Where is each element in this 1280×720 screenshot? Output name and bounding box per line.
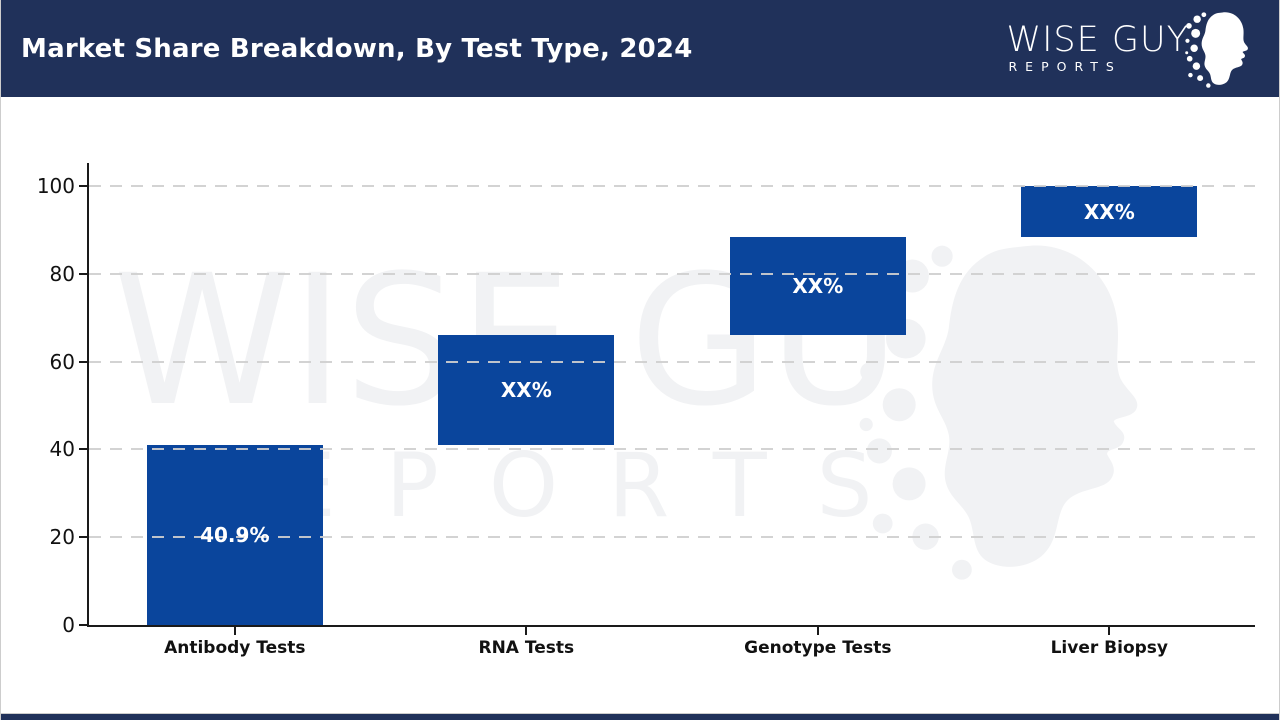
bar-genotype-tests [729, 237, 906, 336]
y-tick-label: 40 [49, 437, 75, 462]
bar-value-label: XX% [1083, 199, 1135, 224]
brand-logo-text: WISE GUY REPORTS [1006, 23, 1189, 74]
logo-wordmark: WISE GUY [1006, 20, 1189, 61]
chart-title: Market Share Breakdown, By Test Type, 20… [21, 33, 693, 64]
logo-subtext: REPORTS [1008, 59, 1122, 75]
category-label-rna-tests: RNA Tests [478, 638, 575, 658]
x-axis [87, 625, 1255, 627]
y-tick-mark [79, 185, 89, 187]
y-tick-mark [79, 448, 89, 451]
y-tick-label: 0 [62, 613, 75, 637]
x-tick-mark [233, 627, 236, 635]
y-tick-label: 100 [36, 174, 75, 198]
bar-value-label: XX% [500, 378, 552, 403]
category-label-antibody-tests: Antibody Tests [164, 638, 306, 658]
gridline [89, 272, 1255, 275]
bar-liver-biopsy [1021, 186, 1198, 238]
brand-logo: WISE GUY REPORTS [1006, 8, 1265, 90]
y-tick-mark [79, 272, 89, 275]
bar-value-label: 40.9% [200, 523, 270, 548]
category-label-genotype-tests: Genotype Tests [744, 638, 892, 658]
y-tick-label: 80 [49, 261, 75, 286]
bar-rna-tests [438, 335, 615, 445]
bar-antibody-tests [146, 445, 323, 625]
logo-face-icon [1177, 8, 1265, 90]
gridline [89, 360, 1255, 363]
gridline [89, 185, 1255, 187]
y-tick-mark [79, 536, 89, 539]
x-tick-mark [1108, 627, 1111, 635]
y-axis [87, 163, 89, 627]
x-tick-mark [525, 627, 528, 635]
y-tick-mark [79, 624, 89, 626]
y-tick-label: 20 [49, 525, 75, 550]
bar-value-label: XX% [792, 274, 844, 299]
y-tick-mark [79, 360, 89, 363]
footer-bar [1, 713, 1279, 720]
category-label-liver-biopsy: Liver Biopsy [1050, 638, 1168, 658]
gridline [89, 448, 1255, 451]
y-tick-label: 60 [49, 349, 75, 374]
x-tick-mark [816, 627, 819, 635]
gridline [89, 536, 1255, 539]
header-bar: Market Share Breakdown, By Test Type, 20… [1, 0, 1279, 97]
